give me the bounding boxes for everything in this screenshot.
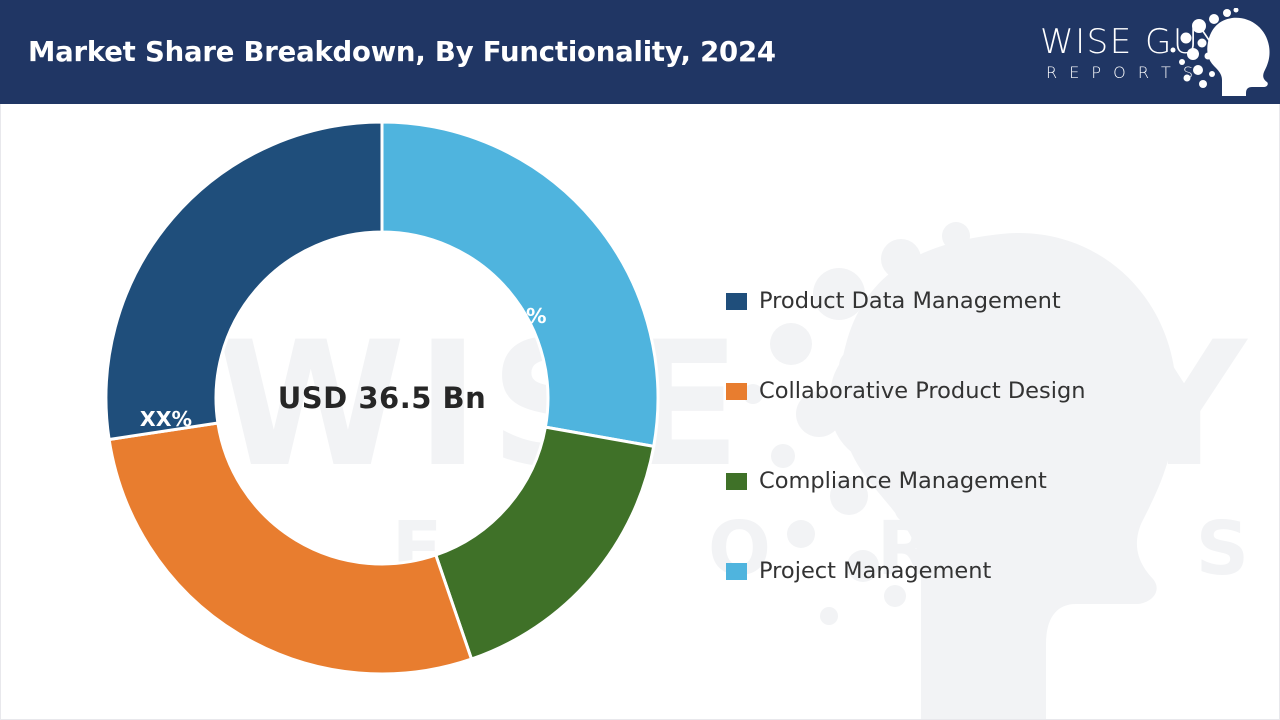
legend-item-project-management[interactable]: Project Management: [726, 526, 1156, 616]
legend-item-label: Product Data Management: [759, 287, 1061, 314]
legend-item-compliance-management[interactable]: Compliance Management: [726, 436, 1156, 526]
legend-swatch-icon: [726, 472, 747, 490]
slice-label-project-management: 29.5%: [475, 304, 547, 328]
logo-graphic: WISE GUY R E P O R T S: [1040, 8, 1270, 96]
slice-label-product-data-management: XX%: [139, 407, 193, 431]
donut-slice-product-data-management[interactable]: [104, 120, 384, 442]
legend-item-label: Compliance Management: [759, 467, 1047, 494]
head-profile-icon: [1170, 8, 1270, 96]
donut-chart: USD 36.5 Bn 29.5% XX% XX% XX%: [1, 104, 761, 719]
donut-slice-project-management[interactable]: [380, 120, 660, 449]
legend-item-label: Project Management: [759, 557, 992, 584]
slice-label-compliance-management: XX%: [552, 631, 606, 655]
legend-item-collaborative-product-design[interactable]: Collaborative Product Design: [726, 346, 1156, 436]
legend-swatch-icon: [726, 562, 747, 580]
legend-item-label: Collaborative Product Design: [759, 377, 1086, 404]
chart-legend: Product Data Management Collaborative Pr…: [726, 256, 1156, 616]
donut-slice-compliance-management[interactable]: [433, 425, 656, 662]
page-title: Market Share Breakdown, By Functionality…: [28, 36, 776, 68]
wise-guy-reports-logo: WISE GUY R E P O R T S: [1036, 8, 1274, 96]
page-header: Market Share Breakdown, By Functionality…: [0, 0, 1280, 104]
slice-label-collaborative-product-design: XX%: [262, 718, 314, 719]
donut-center-label: USD 36.5 Bn: [277, 381, 487, 415]
chart-panel: WISE GUY R E P O R T S: [0, 104, 1280, 720]
legend-item-product-data-management[interactable]: Product Data Management: [726, 256, 1156, 346]
donut-slice-collaborative-product-design[interactable]: [107, 421, 474, 676]
donut-chart-svg: [104, 120, 660, 676]
legend-swatch-icon: [726, 382, 747, 400]
logo-wordmark-line2: R E P O R T S: [1046, 63, 1197, 82]
legend-swatch-icon: [726, 292, 747, 310]
